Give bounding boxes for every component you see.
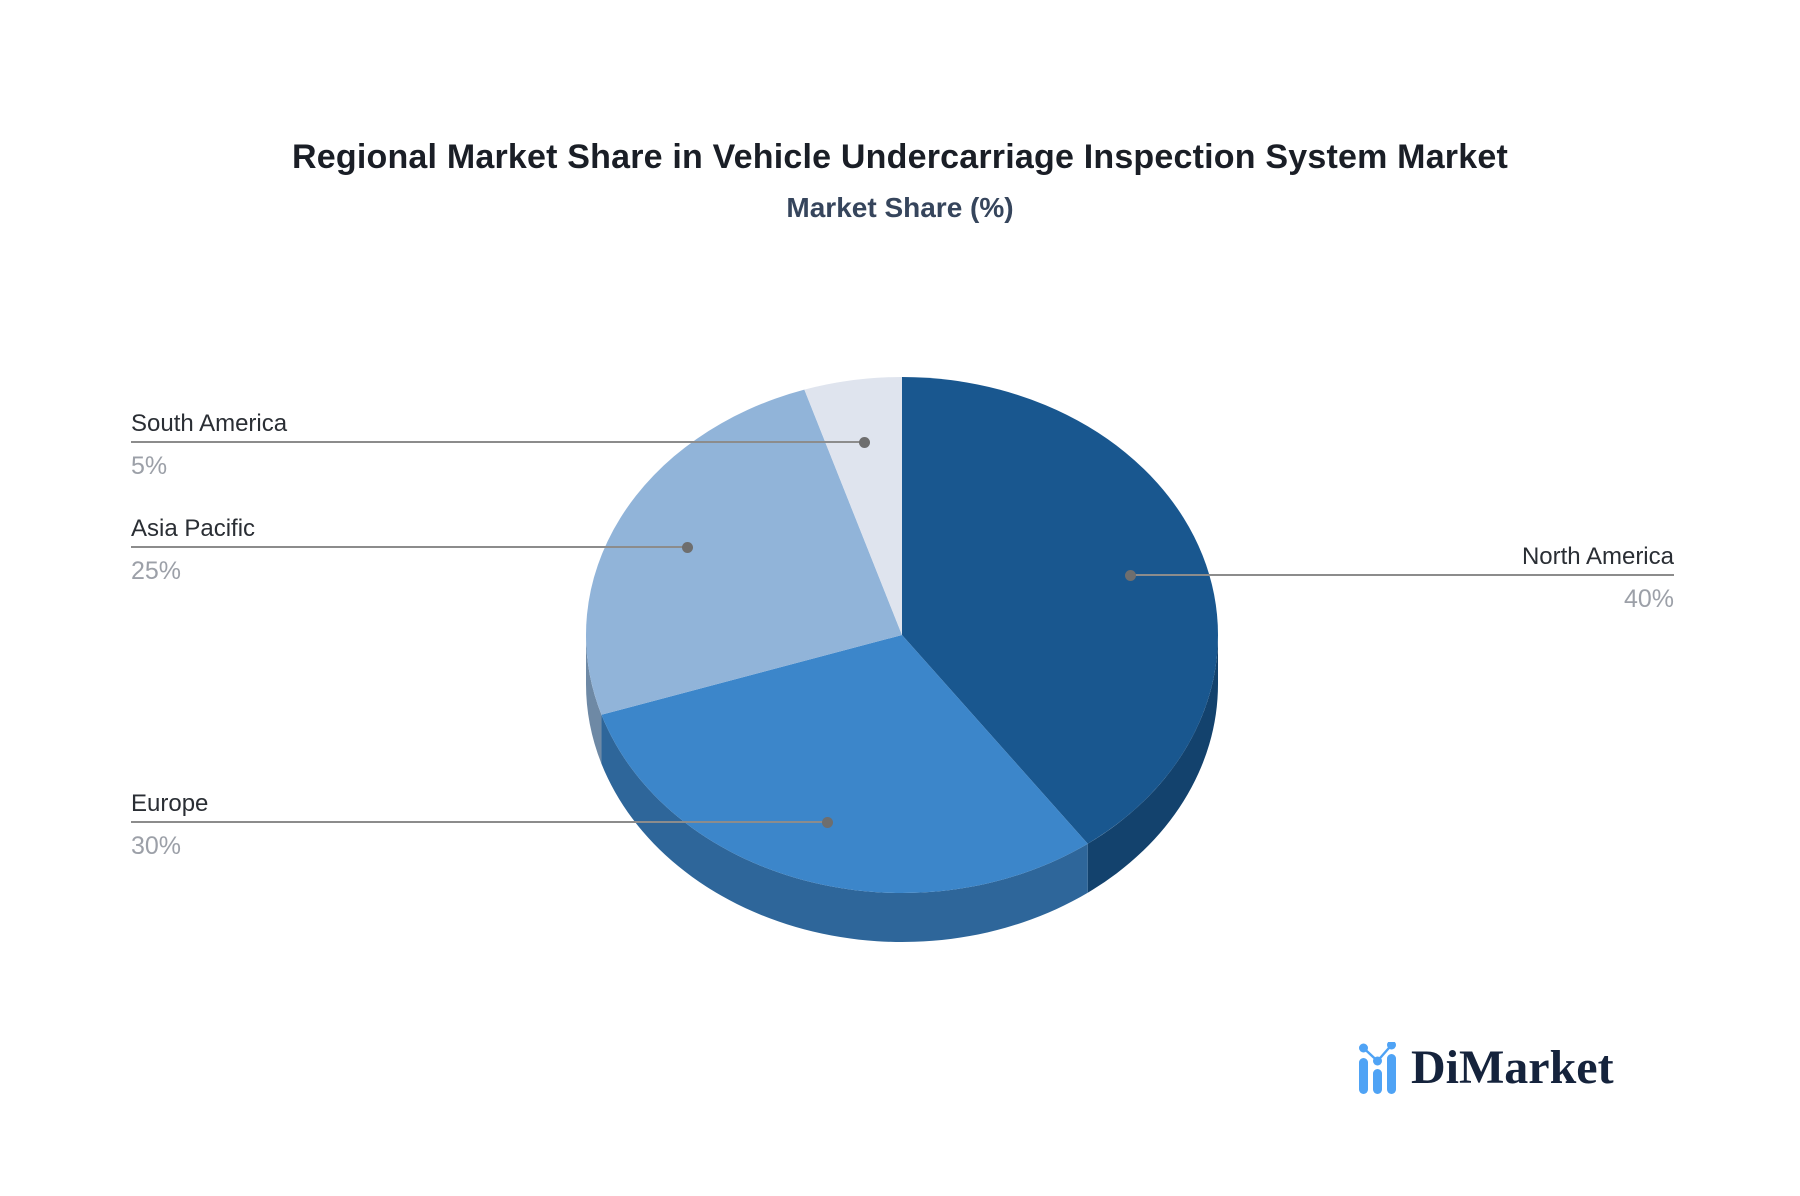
leader-dot <box>682 541 693 553</box>
callout-label: North America <box>1521 543 1674 570</box>
pie-slice-side-asia-pacific <box>586 635 602 764</box>
pie-slice-side-europe <box>601 714 1088 942</box>
bar-line-chart-icon <box>1359 1042 1396 1094</box>
leader-dot <box>859 436 870 448</box>
callout-label: Asia Pacific <box>131 515 256 542</box>
pie-slice-side-north-america <box>1087 635 1218 893</box>
chart-title: Regional Market Share in Vehicle Underca… <box>292 138 1508 176</box>
dimarket-logo: DiMarket <box>1358 1038 1614 1098</box>
callout-south-america: South America 5% <box>131 409 870 481</box>
callout-asia-pacific: Asia Pacific 25% <box>131 514 693 586</box>
callout-value: 25% <box>131 557 182 585</box>
leader-line <box>1125 569 1674 581</box>
leader-dot <box>822 816 833 828</box>
callout-north-america: North America 40% <box>1125 542 1674 614</box>
logo-text: DiMarket <box>1411 1041 1614 1094</box>
callout-label: Europe <box>131 790 209 817</box>
callout-label: South America <box>131 410 288 437</box>
pie-slice-north-america <box>902 377 1218 844</box>
pie-slice-asia-pacific <box>586 389 902 715</box>
leader-line <box>131 816 833 828</box>
callout-value: 40% <box>1623 585 1674 613</box>
leader-line <box>131 436 870 448</box>
leader-dot <box>1125 569 1136 581</box>
callout-europe: Europe 30% <box>131 789 833 861</box>
pie-slice-europe <box>601 635 1088 894</box>
callout-value: 5% <box>131 452 168 480</box>
callout-value: 30% <box>131 832 182 860</box>
leader-line <box>131 541 693 553</box>
chart-subtitle: Market Share (%) <box>786 192 1014 223</box>
